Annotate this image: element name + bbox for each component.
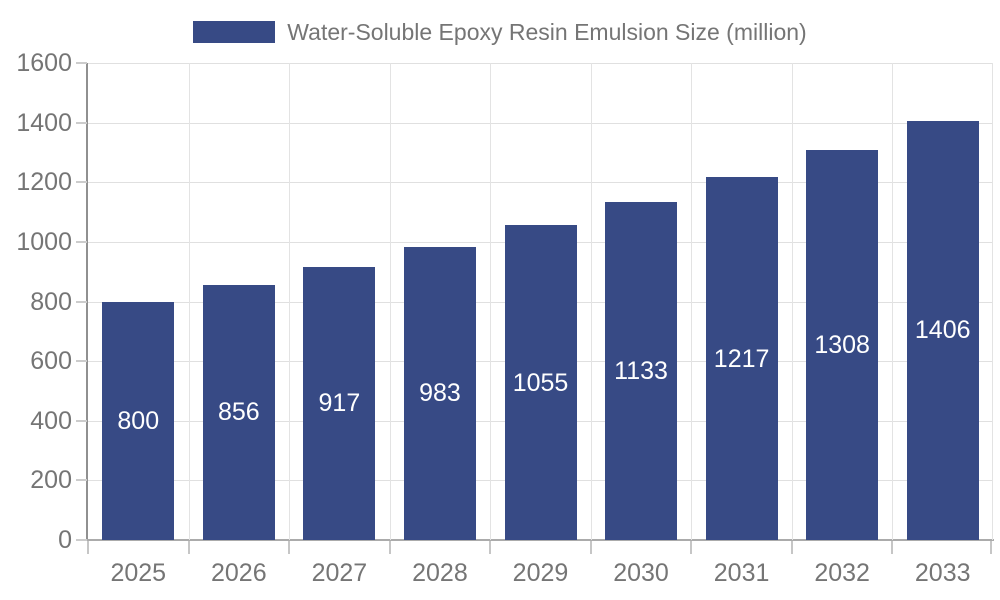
legend-swatch: [193, 21, 276, 43]
bar[interactable]: [504, 225, 577, 540]
y-tick-label: 600: [30, 347, 72, 376]
y-tick-label: 1600: [16, 49, 72, 77]
x-tick-label: 2025: [110, 559, 167, 587]
x-axis-tick: [690, 541, 693, 554]
x-axis-tick: [388, 541, 391, 554]
y-axis-tick: [76, 360, 87, 363]
bar[interactable]: [403, 246, 476, 540]
bar-value-label: 983: [419, 379, 461, 408]
y-tick-label: 0: [58, 526, 72, 554]
y-tick-label: 1400: [16, 108, 72, 137]
bar[interactable]: [303, 266, 376, 540]
x-tick-label: 2033: [914, 559, 971, 587]
gridline-vertical: [389, 63, 391, 540]
x-tick-label: 2030: [613, 559, 669, 587]
y-tick-label: 200: [30, 466, 72, 495]
x-tick-label: 2027: [311, 559, 368, 587]
plot-area: 800 856 917 983 1055 1133 1217 1308 1406: [88, 63, 993, 540]
gridline-vertical: [892, 63, 894, 540]
bar-value-label: 917: [318, 389, 361, 418]
y-tick-label: 1000: [16, 227, 72, 256]
bar[interactable]: [605, 202, 678, 540]
bar-value-label: 1055: [512, 368, 569, 397]
x-axis-tick: [790, 541, 793, 554]
bar-value-label: 1217: [713, 344, 770, 373]
gridline-vertical: [791, 63, 793, 540]
bar-value-label: 1133: [614, 357, 668, 386]
bar-value-label: 1308: [814, 331, 870, 360]
x-axis-tick: [990, 541, 992, 554]
gridline-vertical: [188, 63, 190, 540]
y-axis-line: [86, 63, 88, 540]
gridline-vertical: [691, 63, 693, 540]
bar[interactable]: [102, 301, 175, 540]
bar[interactable]: [806, 150, 879, 540]
gridline-horizontal: [88, 182, 993, 184]
x-axis-tick: [589, 541, 592, 554]
x-axis-tick: [87, 541, 89, 554]
x-tick-label: 2026: [211, 559, 267, 587]
y-axis-tick: [76, 419, 87, 422]
y-axis-tick: [76, 479, 87, 482]
bar[interactable]: [906, 120, 979, 540]
legend-label: Water-Soluble Epoxy Resin Emulsion Size …: [287, 18, 807, 45]
bar[interactable]: [705, 177, 778, 540]
y-axis-tick: [76, 62, 87, 64]
x-axis-tick: [891, 541, 894, 554]
x-tick-label: 2029: [512, 559, 569, 587]
gridline-vertical: [289, 63, 291, 540]
y-axis-tick: [76, 539, 87, 541]
y-axis-tick: [76, 181, 87, 184]
bar-value-label: 856: [217, 398, 260, 427]
x-tick-label: 2028: [412, 559, 468, 587]
x-tick-label: 2031: [713, 559, 770, 587]
y-tick-label: 1200: [16, 168, 72, 197]
y-axis-tick: [76, 240, 87, 243]
gridline-horizontal: [88, 122, 993, 124]
x-axis-tick: [489, 541, 492, 554]
y-tick-label: 800: [30, 287, 72, 316]
gridline-vertical: [590, 63, 592, 540]
gridline-vertical: [992, 63, 993, 540]
gridline-horizontal: [88, 63, 993, 64]
bar-value-label: 1406: [914, 316, 971, 345]
x-axis-tick: [288, 541, 291, 554]
gridline-vertical: [490, 63, 492, 540]
y-tick-label: 400: [30, 406, 72, 435]
legend[interactable]: Water-Soluble Epoxy Resin Emulsion Size …: [0, 18, 1000, 45]
x-axis-line: [86, 539, 994, 541]
y-axis-tick: [76, 121, 87, 124]
bar-value-label: 800: [117, 406, 160, 435]
x-tick-label: 2032: [814, 559, 870, 587]
y-axis-tick: [76, 300, 87, 303]
x-axis-tick: [187, 541, 190, 554]
bar[interactable]: [202, 284, 275, 540]
